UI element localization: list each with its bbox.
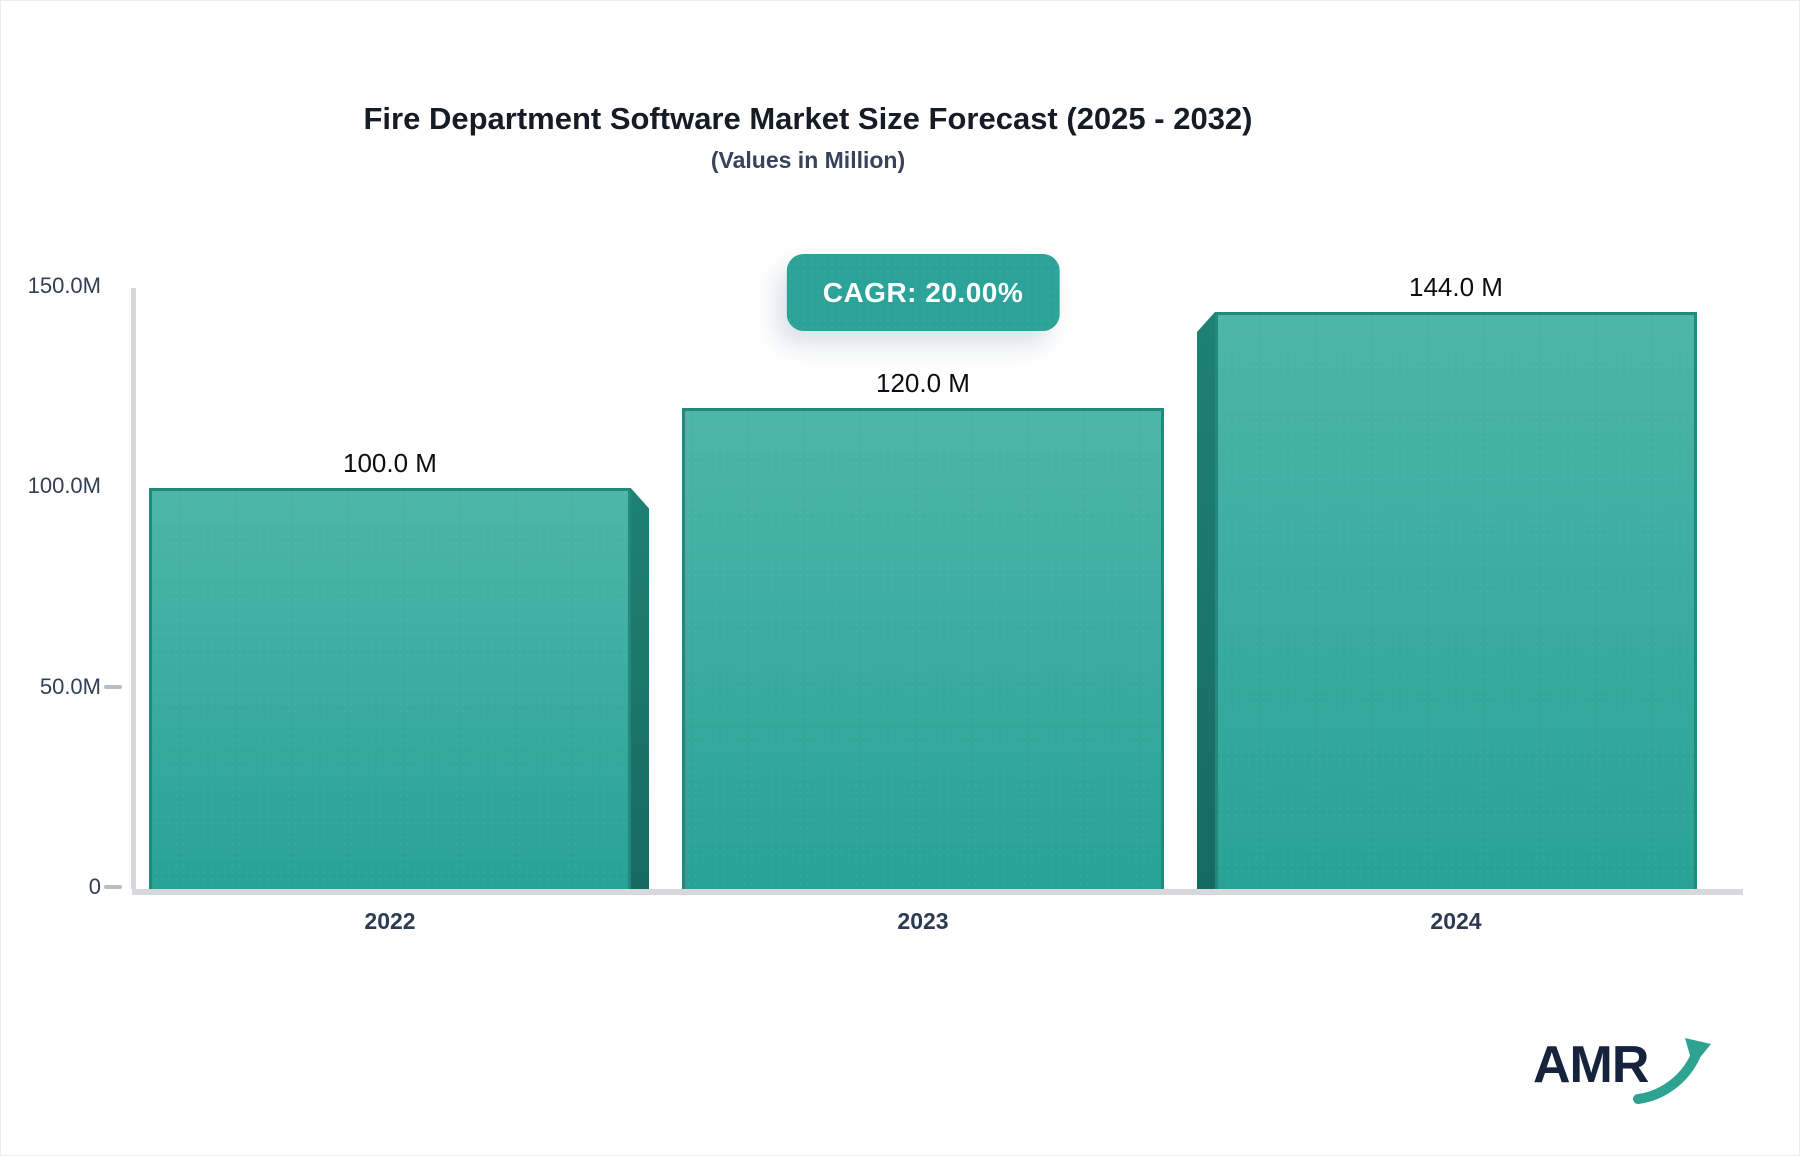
bar-2023 [682, 408, 1164, 889]
chart-title: Fire Department Software Market Size For… [363, 101, 1253, 136]
trend-up-arrow-icon [1633, 1038, 1712, 1104]
chart-subtitle: (Values in Million) [710, 147, 906, 173]
bar-2022 [149, 488, 631, 889]
y-axis-line [131, 288, 136, 889]
y-axis-label: 150.0M [27, 273, 101, 298]
bar-value-label: 100.0 M [343, 448, 437, 479]
y-axis-label: 50.0M [39, 673, 101, 699]
x-axis-label: 2022 [364, 908, 416, 934]
cagr-badge: CAGR: 20.00% [787, 254, 1060, 331]
bar-3d-edge [631, 488, 649, 889]
x-axis-label: 2024 [1430, 908, 1482, 934]
amr-logo: AMR [1533, 1033, 1716, 1109]
x-axis-line [132, 889, 1743, 895]
amr-logo-text: AMR [1533, 1036, 1649, 1094]
bar-3d-edge [1197, 312, 1215, 889]
x-axis-label: 2023 [897, 908, 949, 934]
bar-2024 [1215, 312, 1697, 889]
bar-value-label: 120.0 M [876, 368, 970, 399]
y-axis-tick [104, 885, 122, 889]
y-axis-tick [104, 684, 122, 689]
bar-value-label: 144.0 M [1409, 272, 1503, 303]
y-axis-label: 0 [88, 874, 101, 899]
chart-header: Fire Department Software Market Size For… [1, 97, 1615, 177]
y-axis-label: 100.0M [27, 473, 101, 499]
